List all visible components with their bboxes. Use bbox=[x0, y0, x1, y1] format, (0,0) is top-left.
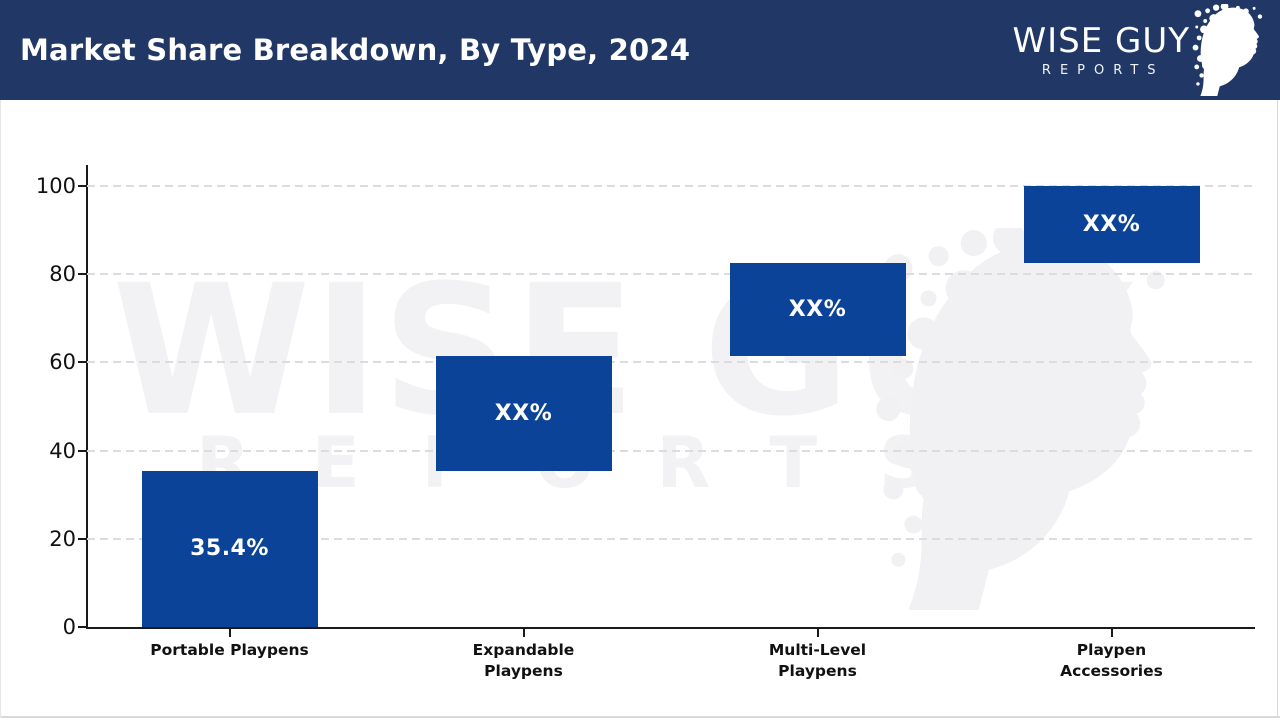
gridline-80 bbox=[87, 273, 1255, 276]
logo-main-text: WISE GUY bbox=[1012, 21, 1190, 62]
y-tick-label-100: 100 bbox=[35, 174, 76, 198]
x-tick-mark-2 bbox=[522, 629, 525, 637]
x-tick-mark-3 bbox=[816, 629, 819, 637]
y-tick-mark-40 bbox=[78, 449, 86, 452]
logo-text: WISE GUY REPORTS bbox=[1012, 21, 1190, 78]
bar-value-label-1: 35.4% bbox=[190, 536, 269, 562]
bar-value-label-3: XX% bbox=[788, 297, 847, 323]
gridline-40 bbox=[87, 449, 1255, 452]
frame-right-line bbox=[1277, 100, 1278, 718]
y-tick-mark-100 bbox=[78, 185, 86, 187]
bar-4: XX% bbox=[1023, 186, 1200, 264]
x-tick-mark-4 bbox=[1110, 629, 1113, 637]
y-axis-line bbox=[86, 165, 88, 629]
gridline-20 bbox=[87, 537, 1255, 540]
x-axis-line bbox=[86, 627, 1255, 629]
frame-left-line bbox=[0, 100, 1, 718]
y-tick-mark-0 bbox=[78, 626, 86, 628]
y-tick-label-60: 60 bbox=[49, 350, 76, 375]
y-tick-mark-60 bbox=[78, 361, 86, 364]
frame-bottom-line bbox=[0, 716, 1280, 718]
y-tick-label-0: 0 bbox=[62, 615, 76, 639]
x-tick-mark-1 bbox=[228, 629, 231, 637]
y-tick-mark-80 bbox=[78, 273, 86, 276]
logo-sub-text: REPORTS bbox=[1041, 62, 1165, 78]
y-tick-label-20: 20 bbox=[49, 526, 76, 551]
bar-2: XX% bbox=[435, 356, 612, 471]
category-label-2: Expandable Playpens bbox=[472, 641, 575, 680]
header: Market Share Breakdown, By Type, 2024 WI… bbox=[0, 0, 1280, 100]
gridline-60 bbox=[87, 361, 1255, 364]
gridline-100 bbox=[87, 185, 1255, 187]
bar-3: XX% bbox=[729, 263, 906, 357]
wise-guy-logo: WISE GUY REPORTS bbox=[1012, 4, 1266, 96]
y-tick-label-40: 40 bbox=[49, 438, 76, 463]
bar-value-label-2: XX% bbox=[494, 401, 553, 427]
category-label-4: Playpen Accessories bbox=[1060, 641, 1163, 680]
bar-value-label-4: XX% bbox=[1082, 212, 1141, 238]
page-title: Market Share Breakdown, By Type, 2024 bbox=[20, 33, 691, 67]
bar-1: 35.4% bbox=[141, 470, 318, 627]
category-label-3: Multi-Level Playpens bbox=[768, 641, 867, 680]
y-tick-label-80: 80 bbox=[49, 262, 76, 287]
category-label-1: Portable Playpens bbox=[150, 641, 309, 659]
logo-face-icon bbox=[1192, 4, 1263, 96]
y-tick-mark-20 bbox=[78, 537, 86, 540]
